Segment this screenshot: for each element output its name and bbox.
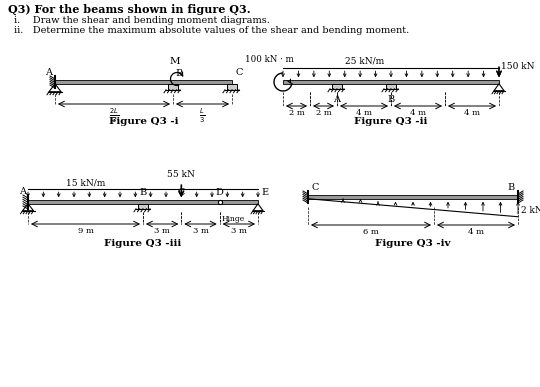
Bar <box>308 195 518 199</box>
Bar <box>168 84 178 90</box>
Bar <box>283 80 499 84</box>
Bar <box>332 84 342 89</box>
Bar <box>386 84 396 89</box>
Text: A: A <box>19 187 26 196</box>
Text: 4 m: 4 m <box>464 109 480 117</box>
Text: B: B <box>508 183 515 192</box>
Text: E: E <box>261 188 268 197</box>
Bar <box>55 80 232 84</box>
Text: 4 m: 4 m <box>468 228 484 236</box>
Text: M: M <box>170 57 180 66</box>
Text: D: D <box>215 188 224 197</box>
Text: 9 m: 9 m <box>78 227 93 235</box>
Text: 15 kN/m: 15 kN/m <box>66 178 105 187</box>
Text: $\frac{L}{3}$: $\frac{L}{3}$ <box>199 107 206 125</box>
Text: 6 m: 6 m <box>363 228 379 236</box>
Text: 55 kN: 55 kN <box>167 170 195 179</box>
Text: Figure Q3 -ii: Figure Q3 -ii <box>354 117 428 126</box>
Text: Hinge: Hinge <box>221 215 245 223</box>
Text: B: B <box>387 95 395 104</box>
Text: B: B <box>175 69 183 78</box>
Text: 25 kN/m: 25 kN/m <box>346 56 384 65</box>
Bar <box>227 84 237 90</box>
Text: 3 m: 3 m <box>154 227 170 235</box>
Text: Figure Q3 -iv: Figure Q3 -iv <box>375 239 451 248</box>
Text: C: C <box>311 183 319 192</box>
Text: 2 kN/m: 2 kN/m <box>521 206 540 215</box>
Text: 2 m: 2 m <box>315 109 332 117</box>
Text: i.    Draw the shear and bending moment diagrams.: i. Draw the shear and bending moment dia… <box>14 16 270 25</box>
Text: Figure Q3 -iii: Figure Q3 -iii <box>104 239 181 248</box>
Text: 150 kN: 150 kN <box>501 62 535 71</box>
Bar <box>28 200 258 204</box>
Text: C: C <box>178 188 185 197</box>
Bar <box>138 204 148 209</box>
Text: A: A <box>45 68 52 77</box>
Text: C: C <box>235 68 242 77</box>
Text: Q3) For the beams shown in figure Q3.: Q3) For the beams shown in figure Q3. <box>8 4 251 15</box>
Text: $\frac{2L}{3}$: $\frac{2L}{3}$ <box>109 107 119 125</box>
Text: Figure Q3 -i: Figure Q3 -i <box>109 117 178 126</box>
Text: B: B <box>139 188 147 197</box>
Text: 3 m: 3 m <box>231 227 247 235</box>
Text: A: A <box>334 95 341 104</box>
Text: 3 m: 3 m <box>193 227 208 235</box>
Text: 2 m: 2 m <box>288 109 305 117</box>
Text: 100 kN · m: 100 kN · m <box>245 55 293 64</box>
Text: 4 m: 4 m <box>356 109 372 117</box>
Text: 4 m: 4 m <box>410 109 426 117</box>
Text: ii.   Determine the maximum absolute values of the shear and bending moment.: ii. Determine the maximum absolute value… <box>14 26 409 35</box>
